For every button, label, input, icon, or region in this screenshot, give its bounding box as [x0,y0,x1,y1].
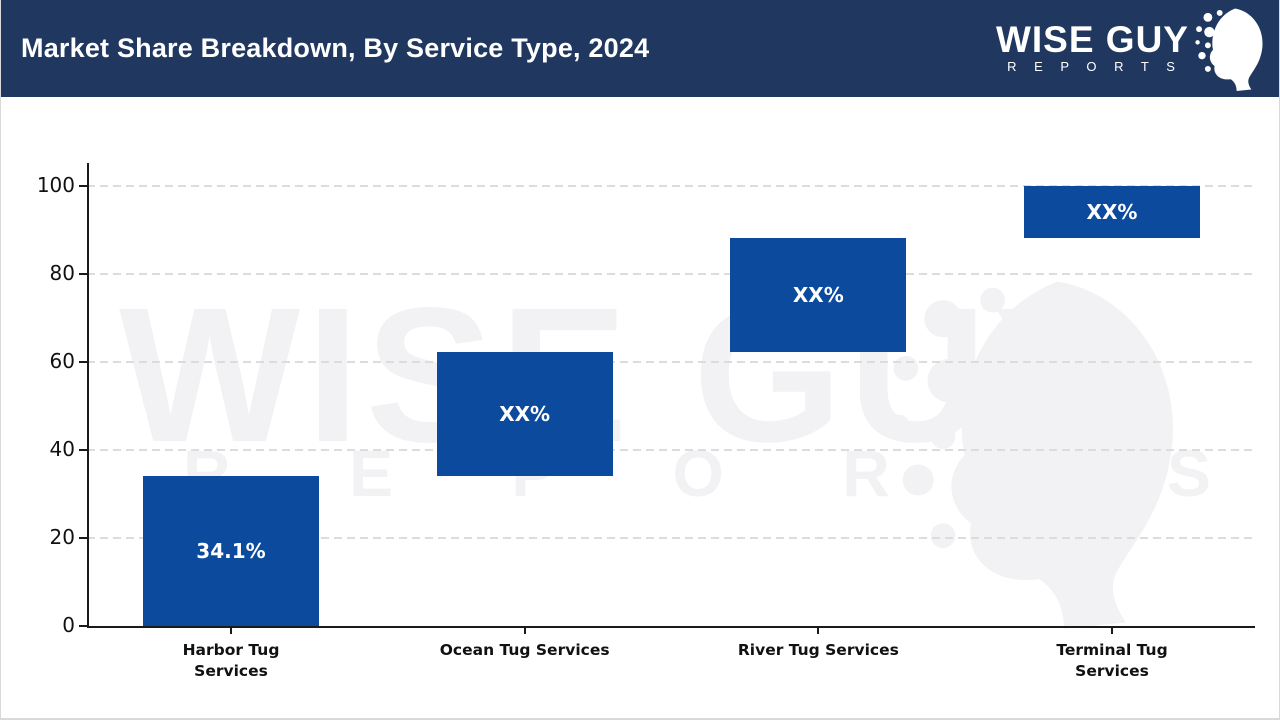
x-axis-tick [817,626,820,634]
y-axis-tick-label: 100 [36,173,75,197]
category-label: River Tug Services [698,640,938,661]
category-label-line: Ocean Tug Services [439,641,610,659]
category-label-line: Terminal Tug [1056,641,1168,659]
wise-guy-reports-logo: WISE GUY R E P O R T S [995,7,1279,91]
bar: XX% [1024,186,1200,238]
x-axis-line [87,626,1255,628]
category-label: Ocean Tug Services [405,640,645,661]
y-axis-tick [79,185,87,187]
logo-subtitle: R E P O R T S [1007,59,1182,74]
gridline [87,361,1255,363]
y-axis-tick [79,273,87,275]
bar: XX% [730,237,907,352]
y-axis-tick-label: 0 [62,613,75,637]
category-label-line: River Tug Services [737,641,899,659]
header-bar: Market Share Breakdown, By Service Type,… [1,0,1279,97]
gridline [87,449,1255,451]
bar-value-label: 34.1% [196,538,266,563]
x-axis-tick [1111,626,1113,634]
category-label: Harbor Tug Services [111,640,351,682]
y-axis-line [87,163,89,628]
y-axis-tick [79,449,87,451]
y-axis-tick-label: 40 [49,437,75,461]
y-axis-tick-label: 60 [49,349,75,373]
bar-value-label: XX% [499,401,551,426]
logo-wordmark: WISE GUY [995,19,1189,60]
gridline [87,273,1255,275]
gridline [87,185,1255,187]
bar-value-label: XX% [792,282,844,307]
logo-head-profile-icon [1195,7,1263,91]
chart-area: WISE GUY R E P O R T S 0 20 40 60 80 100 34.1%… [1,97,1279,718]
logo-text: WISE GUY R E P O R T S [995,19,1189,74]
category-label-line: Harbor Tug [182,641,280,659]
y-axis-tick [79,537,87,539]
y-axis-tick-label: 80 [49,261,75,285]
chart-title: Market Share Breakdown, By Service Type,… [21,33,650,63]
bar-value-label: XX% [1086,199,1138,224]
y-axis-tick [79,625,87,627]
bar: XX% [436,351,613,476]
y-axis-tick [79,361,87,363]
category-label-line: Services [194,662,268,680]
x-axis-tick [523,626,526,634]
x-axis-tick [230,626,232,634]
y-axis-tick-label: 20 [49,525,75,549]
category-label: Terminal Tug Services [992,640,1232,682]
bar: 34.1% [143,475,319,626]
watermark-head-profile-icon [890,281,1173,629]
gridline [87,537,1255,539]
category-label-line: Services [1075,662,1149,680]
